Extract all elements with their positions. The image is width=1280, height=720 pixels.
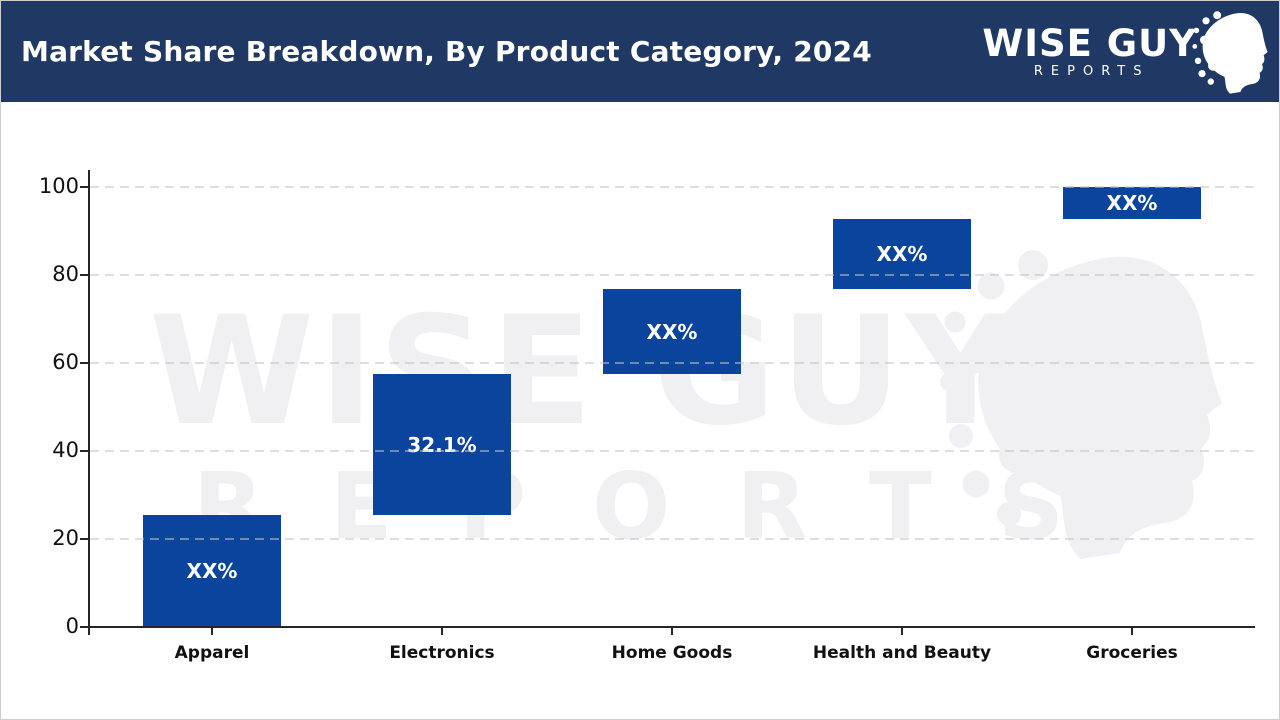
brand-logo-subname: REPORTS [1033,64,1150,79]
bar-home-goods: XX% [603,289,741,374]
y-tick-label-60: 60 [52,350,79,374]
bar-value-label-home-goods: XX% [646,319,698,344]
bar-value-label-groceries: XX% [1106,191,1158,216]
y-tick-0 [80,626,89,628]
header-band: Market Share Breakdown, By Product Categ… [1,1,1279,102]
bar-apparel: XX% [143,515,281,627]
y-tick-label-100: 100 [38,174,79,198]
x-tick-groceries [1131,628,1133,635]
x-tick-label-health-and-beauty: Health and Beauty [812,643,992,663]
brand-logo-text: WISE GUY REPORTS [982,25,1197,78]
x-tick-health-and-beauty [901,628,903,635]
bar-value-label-electronics: 32.1% [407,432,477,457]
chart-title: Market Share Breakdown, By Product Categ… [21,35,872,68]
y-tick-80 [80,274,89,276]
x-tick-apparel [211,628,213,635]
x-tick-label-groceries: Groceries [1086,643,1178,663]
y-axis-line [88,170,90,635]
bar-groceries: XX% [1063,187,1201,220]
x-tick-label-home-goods: Home Goods [611,643,733,663]
y-tick-100 [80,186,89,188]
gridline-40 [90,450,1254,452]
x-axis-line [88,626,1255,628]
y-tick-60 [80,362,89,364]
bar-health-and-beauty: XX% [833,219,971,290]
x-tick-label-electronics: Electronics [389,643,495,663]
y-tick-label-80: 80 [52,262,79,286]
gridline-60 [90,362,1254,364]
y-tick-20 [80,538,89,540]
y-tick-label-40: 40 [52,438,79,462]
gridline-100 [90,186,1254,188]
x-tick-label-apparel: Apparel [174,643,250,663]
y-tick-40 [80,450,89,452]
x-tick-electronics [441,628,443,635]
bar-electronics: 32.1% [373,374,511,516]
y-tick-label-0: 0 [65,614,79,638]
brand-logo-name: WISE GUY [982,22,1197,65]
gridline-80 [90,274,1254,276]
brand-logo: WISE GUY REPORTS [982,8,1273,96]
bar-value-label-apparel: XX% [186,559,238,584]
brand-face-icon [1192,10,1268,94]
x-tick-home-goods [671,628,673,635]
bar-value-label-health-and-beauty: XX% [876,242,928,267]
gridline-20 [90,538,1254,540]
y-tick-label-20: 20 [52,526,79,550]
